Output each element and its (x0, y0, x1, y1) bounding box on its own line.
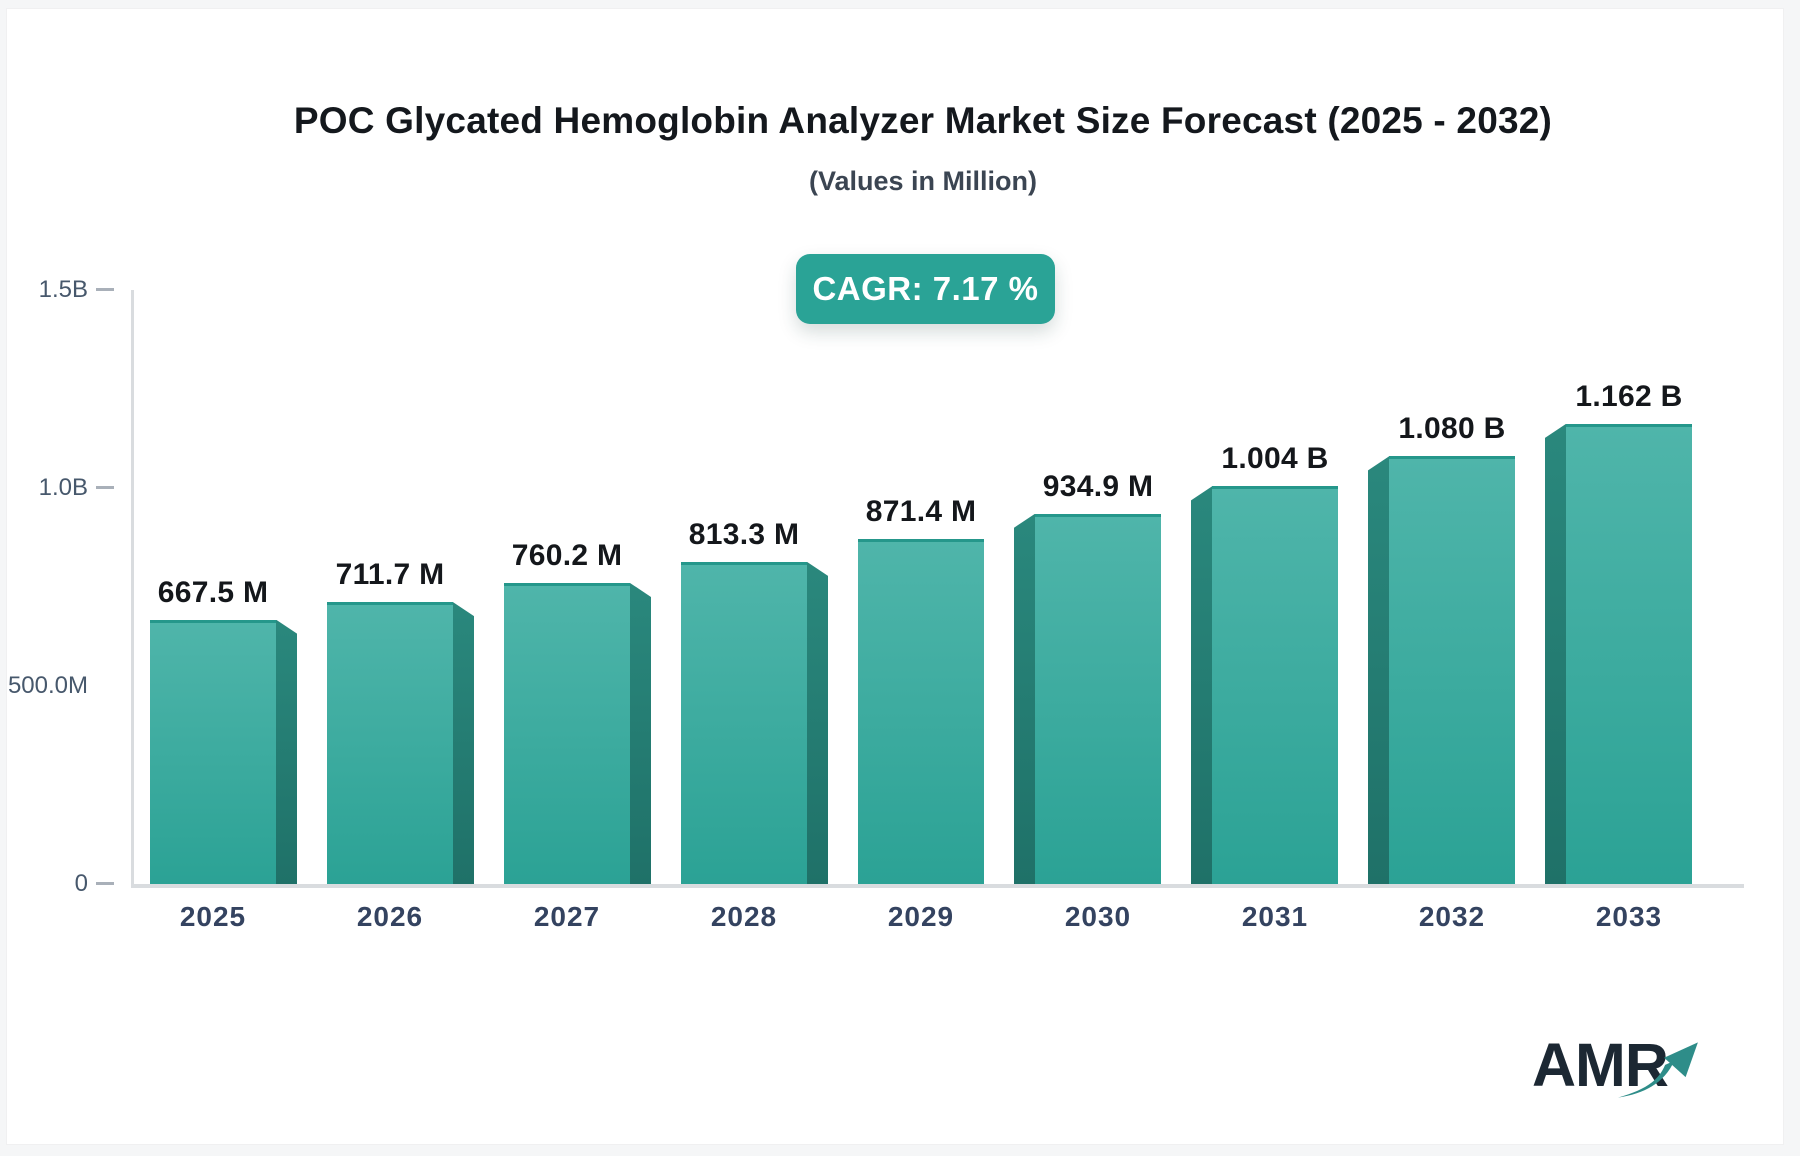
bar-value-label: 711.7 M (335, 558, 445, 592)
bar-2028 (681, 561, 807, 884)
bar-side-face-2032 (1368, 456, 1389, 884)
bar-side-face-2030 (1014, 513, 1035, 884)
chart-title: POC Glycated Hemoglobin Analyzer Market … (293, 100, 1553, 141)
cagr-badge: CAGR: 7.17 % (796, 254, 1055, 324)
bar-value-label: 934.9 M (1042, 469, 1154, 503)
y-tick-label: 500.0M (7, 672, 88, 699)
x-tick-label: 2031 (1241, 901, 1309, 932)
x-tick-label: 2033 (1595, 901, 1663, 932)
y-tick-label: 1.0B (38, 474, 88, 501)
x-tick-label: 2028 (710, 901, 778, 932)
bar-2025 (150, 619, 276, 884)
bar-side-face-2027 (630, 582, 651, 884)
growth-arrow-icon (1618, 1042, 1698, 1098)
x-tick-label: 2025 (179, 901, 247, 932)
chart-subtitle: (Values in Million) (808, 166, 1038, 196)
y-tick-dash (96, 882, 114, 885)
bar-value-label: 760.2 M (511, 538, 623, 572)
amr-logo: AMR (1532, 1035, 1712, 1105)
bar-2030 (1035, 513, 1161, 884)
bar-side-face-2031 (1191, 486, 1212, 884)
bar-side-face-2025 (276, 619, 297, 884)
bar-2026 (327, 602, 453, 884)
bar-2027 (504, 582, 630, 884)
bar-2033 (1566, 423, 1692, 884)
bar-side-face-2026 (453, 602, 474, 884)
x-tick-label: 2030 (1064, 901, 1132, 932)
x-tick-label: 2029 (887, 901, 955, 932)
bar-side-face-2028 (807, 561, 828, 884)
bar-2029 (858, 538, 984, 884)
bar-value-label: 1.004 B (1221, 442, 1329, 476)
x-tick-label: 2026 (356, 901, 424, 932)
bar-value-label: 1.162 B (1575, 379, 1683, 413)
x-tick-label: 2032 (1418, 901, 1486, 932)
cagr-badge-label: CAGR: 7.17 % (812, 270, 1039, 307)
amr-logo-text: AMR (1532, 1031, 1669, 1099)
bar-value-label: 667.5 M (157, 575, 269, 609)
bar-value-label: 813.3 M (688, 517, 800, 551)
bar-2032 (1389, 456, 1515, 884)
y-tick-dash (96, 486, 114, 489)
y-tick-label: 0 (74, 870, 88, 897)
bar-value-label: 1.080 B (1398, 412, 1506, 446)
y-tick-dash (96, 288, 114, 291)
x-axis-line (131, 884, 1744, 888)
bar-value-label: 871.4 M (865, 494, 977, 528)
bar-side-face-2033 (1545, 423, 1566, 884)
x-tick-label: 2027 (533, 901, 601, 932)
y-axis-line (131, 290, 134, 885)
y-tick-label: 1.5B (38, 276, 88, 303)
bar-2031 (1212, 486, 1338, 884)
